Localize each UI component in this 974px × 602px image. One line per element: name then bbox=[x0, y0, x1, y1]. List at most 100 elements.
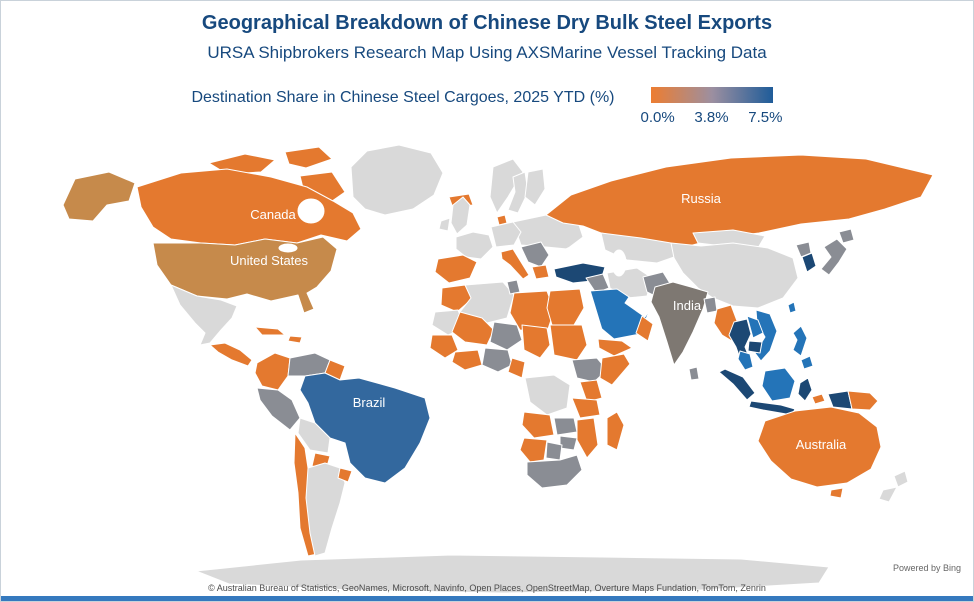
black-sea bbox=[562, 245, 596, 261]
region-spain bbox=[434, 254, 478, 284]
region-sulawesi bbox=[797, 377, 813, 402]
region-alaska bbox=[62, 171, 136, 222]
region-dr-congo bbox=[524, 374, 571, 416]
legend-gradient-bar bbox=[650, 87, 773, 103]
region-hispaniola bbox=[287, 335, 303, 344]
legend-tick-min: 0.0% bbox=[640, 109, 675, 126]
caspian-sea bbox=[611, 249, 627, 277]
region-norway bbox=[489, 158, 524, 214]
region-algeria bbox=[459, 281, 515, 326]
region-canada bbox=[136, 168, 362, 246]
region-angola bbox=[521, 411, 555, 439]
region-france bbox=[455, 231, 494, 260]
region-nigeria bbox=[481, 347, 513, 373]
region-philippines bbox=[792, 325, 808, 357]
region-namibia bbox=[519, 437, 548, 463]
region-sudan bbox=[549, 324, 588, 361]
region-mozambique bbox=[576, 417, 599, 459]
region-brazil bbox=[299, 372, 431, 484]
powered-by-bing: Powered by Bing bbox=[892, 563, 961, 573]
region-peru bbox=[256, 387, 301, 431]
region-japan bbox=[820, 238, 848, 276]
region-egypt bbox=[546, 288, 585, 326]
page-subtitle: URSA Shipbrokers Research Map Using AXSM… bbox=[207, 43, 767, 62]
map-label-australia: Australia bbox=[796, 437, 847, 452]
region-colombia bbox=[254, 352, 291, 391]
world-map-svg: Canada United States Russia India Brazil… bbox=[62, 144, 934, 594]
legend-tick-max: 7.5% bbox=[748, 109, 783, 126]
region-greece bbox=[531, 264, 550, 280]
region-somalia bbox=[599, 353, 631, 386]
map-label-canada: Canada bbox=[250, 207, 296, 222]
region-iraq bbox=[585, 273, 610, 294]
region-ireland bbox=[438, 217, 451, 232]
region-central-america bbox=[209, 342, 253, 367]
persian-gulf bbox=[624, 296, 650, 318]
region-zambia bbox=[553, 417, 578, 436]
region-hokkaido bbox=[838, 228, 855, 244]
region-tasmania bbox=[829, 487, 844, 499]
region-sri-lanka bbox=[688, 366, 700, 381]
region-balkans bbox=[520, 241, 550, 268]
red-sea bbox=[580, 289, 604, 337]
region-botswana bbox=[545, 441, 563, 461]
region-south-africa bbox=[526, 454, 583, 489]
region-borneo bbox=[761, 367, 796, 402]
legend-ticks: 0.0% 3.8% 7.5% bbox=[641, 109, 783, 126]
region-italy bbox=[500, 248, 530, 280]
region-mexico bbox=[170, 284, 238, 346]
region-sumatra bbox=[718, 368, 756, 401]
region-taiwan bbox=[787, 301, 797, 314]
region-argentina bbox=[305, 462, 346, 557]
region-bangladesh bbox=[703, 296, 718, 314]
region-ivory-coast bbox=[451, 349, 483, 371]
region-arctic-island-2 bbox=[284, 146, 333, 169]
region-laos bbox=[746, 315, 764, 339]
bottom-border bbox=[1, 596, 973, 601]
region-sweden bbox=[507, 171, 529, 214]
hudson-bay bbox=[297, 198, 325, 224]
page-title: Geographical Breakdown of Chinese Dry Bu… bbox=[201, 12, 773, 34]
legend: Destination Share in Chinese Steel Cargo… bbox=[1, 87, 973, 126]
region-australia bbox=[757, 406, 882, 488]
region-finland bbox=[524, 168, 546, 206]
map-label-russia: Russia bbox=[681, 191, 722, 206]
region-yemen bbox=[597, 338, 633, 357]
region-cuba bbox=[254, 326, 286, 336]
region-cambodia bbox=[747, 340, 763, 354]
region-new-zealand-south bbox=[878, 486, 898, 503]
map-attribution: © Australian Bureau of Statistics, GeoNa… bbox=[208, 583, 766, 593]
map-label-united-states: United States bbox=[230, 253, 309, 268]
region-niger bbox=[489, 321, 523, 351]
region-zimbabwe bbox=[559, 435, 578, 451]
region-antarctica bbox=[195, 554, 830, 594]
legend-scale: 0.0% 3.8% 7.5% bbox=[641, 87, 783, 126]
region-tanzania bbox=[571, 397, 601, 419]
region-united-kingdom bbox=[450, 196, 471, 235]
region-india bbox=[650, 281, 709, 366]
region-venezuela bbox=[287, 352, 331, 377]
region-china bbox=[670, 242, 799, 309]
legend-title: Destination Share in Chinese Steel Cargo… bbox=[191, 89, 615, 106]
region-madagascar bbox=[606, 411, 625, 451]
region-malaysia bbox=[737, 350, 754, 371]
great-lakes bbox=[278, 243, 298, 253]
region-papua-new-guinea bbox=[847, 390, 879, 411]
region-bolivia bbox=[297, 417, 331, 454]
region-mali bbox=[451, 311, 495, 346]
region-tunisia bbox=[506, 279, 521, 295]
legend-tick-mid: 3.8% bbox=[694, 109, 729, 126]
region-timor bbox=[811, 393, 826, 405]
region-senegal bbox=[429, 334, 459, 359]
region-central-europe bbox=[490, 221, 522, 248]
region-oman bbox=[635, 315, 654, 342]
region-south-korea bbox=[801, 252, 817, 273]
region-uruguay bbox=[337, 467, 353, 483]
map-label-india: India bbox=[673, 298, 702, 313]
map-label-brazil: Brazil bbox=[353, 395, 386, 410]
region-cameroon bbox=[507, 357, 526, 379]
region-mindanao bbox=[800, 355, 814, 370]
region-kenya bbox=[579, 379, 603, 403]
region-chad bbox=[521, 324, 551, 359]
